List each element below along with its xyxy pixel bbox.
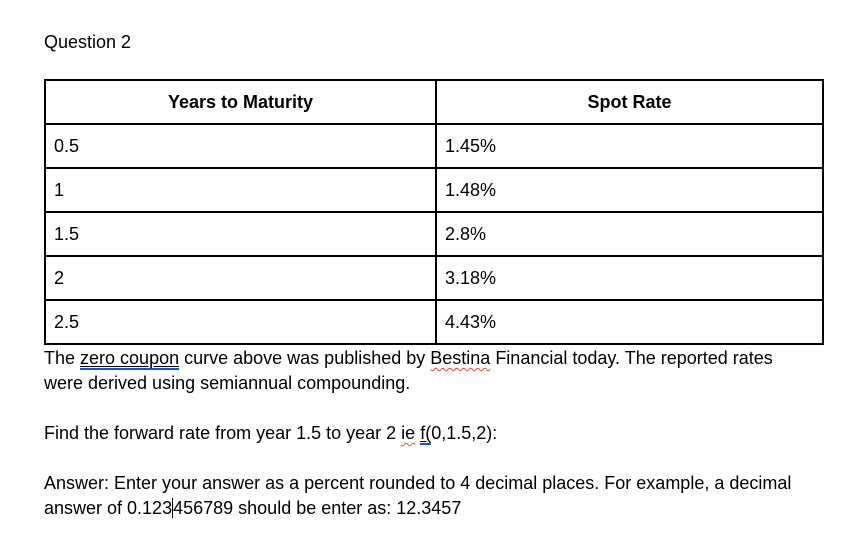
spot-rate-cell: 1.45% [435, 123, 824, 169]
paragraph-forward-rate-question: Find the forward rate from year 1.5 to y… [44, 421, 828, 446]
question-title: Question 2 [44, 32, 132, 52]
spot-rate-cell: 4.43% [435, 299, 824, 345]
paragraph-curve-description: The zero coupon curve above was publishe… [44, 346, 828, 396]
text-run: Financial today. The reported rates [490, 348, 773, 368]
col-header-years-to-maturity: Years to Maturity [44, 79, 437, 125]
text-run: answer of 0.123 [44, 498, 173, 518]
table-header-row: Years to Maturity Spot Rate [44, 79, 824, 125]
text-run: curve above was published by [179, 348, 431, 368]
table-row: 2 3.18% [44, 255, 824, 301]
text-run: 0,1.5,2): [431, 423, 498, 443]
years-cell: 2 [44, 255, 437, 301]
table-row: 1.5 2.8% [44, 211, 824, 257]
paragraph-answer-instructions: Answer: Enter your answer as a percent r… [44, 471, 828, 521]
misspelled-word-ie: ie [401, 423, 416, 443]
years-cell: 1 [44, 167, 437, 213]
zero-coupon-link[interactable]: zero coupon [80, 348, 180, 370]
years-cell: 1.5 [44, 211, 437, 257]
text-run: The [44, 348, 81, 368]
misspelled-word-bestina: Bestina [430, 348, 491, 368]
spot-rate-cell: 2.8% [435, 211, 824, 257]
spot-rate-cell: 1.48% [435, 167, 824, 213]
table-row: 1 1.48% [44, 167, 824, 213]
suggested-text-f: f( [420, 423, 432, 445]
text-run: Answer: Enter your answer as a percent r… [44, 473, 792, 493]
table-row: 2.5 4.43% [44, 299, 824, 345]
table-row: 0.5 1.45% [44, 123, 824, 169]
text-run: were derived using semiannual compoundin… [44, 373, 411, 393]
document-body-text: The zero coupon curve above was publishe… [44, 346, 828, 545]
col-header-spot-rate: Spot Rate [435, 79, 824, 125]
text-run: 456789 should be enter as: 12.3457 [173, 498, 462, 518]
spot-rate-table: Years to Maturity Spot Rate 0.5 1.45% 1 … [44, 79, 824, 345]
spot-rate-cell: 3.18% [435, 255, 824, 301]
text-run: Find the forward rate from year 1.5 to y… [44, 423, 402, 443]
years-cell: 0.5 [44, 123, 437, 169]
years-cell: 2.5 [44, 299, 437, 345]
text-cursor [172, 498, 174, 518]
